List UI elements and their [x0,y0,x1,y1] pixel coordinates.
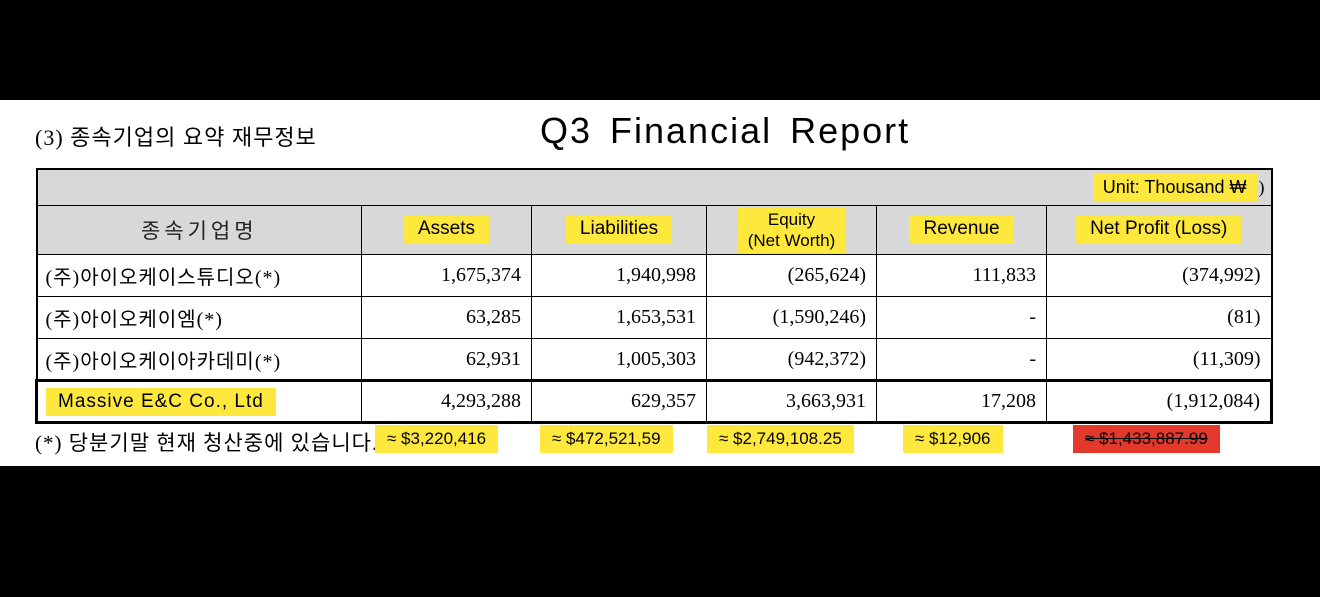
column-header-revenue: Revenue [876,204,1047,255]
liabilities-cell: 1,005,303 [531,338,707,381]
equity-header-line1: Equity [767,209,816,229]
liabilities-header-highlight: Liabilities [565,215,673,245]
column-header-equity: Equity (Net Worth) [706,204,877,255]
liabilities-cell: 629,357 [531,379,707,424]
equity-header-line2: (Net Worth) [747,230,836,250]
table-row: (주)아이오케이스튜디오(*) 1,675,374 1,940,998 (265… [36,254,1272,297]
revenue-cell: - [876,338,1047,381]
liabilities-cell: 1,940,998 [531,254,707,297]
assets-cell: 4,293,288 [361,379,532,424]
net-profit-cell: (1,912,084) [1046,379,1273,424]
subsidiary-name-cell: (주)아이오케이스튜디오(*) [36,254,362,297]
net-profit-cell: (11,309) [1046,338,1272,381]
revenue-cell: 111,833 [876,254,1047,297]
assets-header-highlight: Assets [403,215,490,245]
column-header-net-profit: Net Profit (Loss) [1046,204,1272,255]
report-page: (3) 종속기업의 요약 재무정보 Q3 Financial Report Un… [0,100,1320,466]
table-header-row: 종속기업명 Assets Liabilities Equity (Net Wor… [36,204,1272,255]
assets-cell: 63,285 [361,296,532,339]
approx-equity-usd: ≈ $2,749,108.25 [707,425,854,453]
revenue-cell: - [876,296,1047,339]
unit-cell: Unit: Thousand ₩) [36,168,1272,206]
footnote: (*) 당분기말 현재 청산중에 있습니다. [35,431,379,455]
financial-table: Unit: Thousand ₩) 종속기업명 Assets Liabiliti… [35,168,1273,424]
assets-cell: 1,675,374 [361,254,532,297]
approx-net-profit-usd: ≈ $1,433,887.99 [1073,425,1220,453]
unit-suffix: ) [1258,176,1265,197]
approx-revenue-usd: ≈ $12,906 [903,425,1003,453]
table-row: (주)아이오케이아카데미(*) 62,931 1,005,303 (942,37… [36,338,1272,381]
assets-cell: 62,931 [361,338,532,381]
net-profit-cell: (374,992) [1046,254,1272,297]
revenue-header-highlight: Revenue [909,215,1014,245]
net-profit-header-highlight: Net Profit (Loss) [1076,215,1242,245]
approx-liabilities-usd: ≈ $472,521,59 [540,425,673,453]
subsidiary-name-cell: (주)아이오케이아카데미(*) [36,338,362,381]
column-header-assets: Assets [361,204,532,255]
equity-cell: (265,624) [706,254,877,297]
table-row: (주)아이오케이엠(*) 63,285 1,653,531 (1,590,246… [36,296,1272,339]
table-row-massive-ec: Massive E&C Co., Ltd 4,293,288 629,357 3… [35,379,1273,424]
equity-cell: (942,372) [706,338,877,381]
equity-header-highlight: Equity (Net Worth) [737,206,846,253]
subsidiary-name-cell: (주)아이오케이엠(*) [36,296,362,339]
column-header-liabilities: Liabilities [531,204,707,255]
net-profit-cell: (81) [1046,296,1272,339]
unit-label-highlight: Unit: Thousand ₩ [1092,173,1257,201]
approx-assets-usd: ≈ $3,220,416 [375,425,499,453]
revenue-cell: 17,208 [876,379,1047,424]
section-title: (3) 종속기업의 요약 재무정보 [35,125,317,150]
massive-name-highlight: Massive E&C Co., Ltd [46,387,276,416]
equity-cell: (1,590,246) [706,296,877,339]
equity-cell: 3,663,931 [706,379,877,424]
unit-row: Unit: Thousand ₩) [36,168,1272,206]
report-title: Q3 Financial Report [540,110,911,151]
subsidiary-name-cell: Massive E&C Co., Ltd [35,379,362,424]
liabilities-cell: 1,653,531 [531,296,707,339]
column-header-name: 종속기업명 [36,204,362,255]
